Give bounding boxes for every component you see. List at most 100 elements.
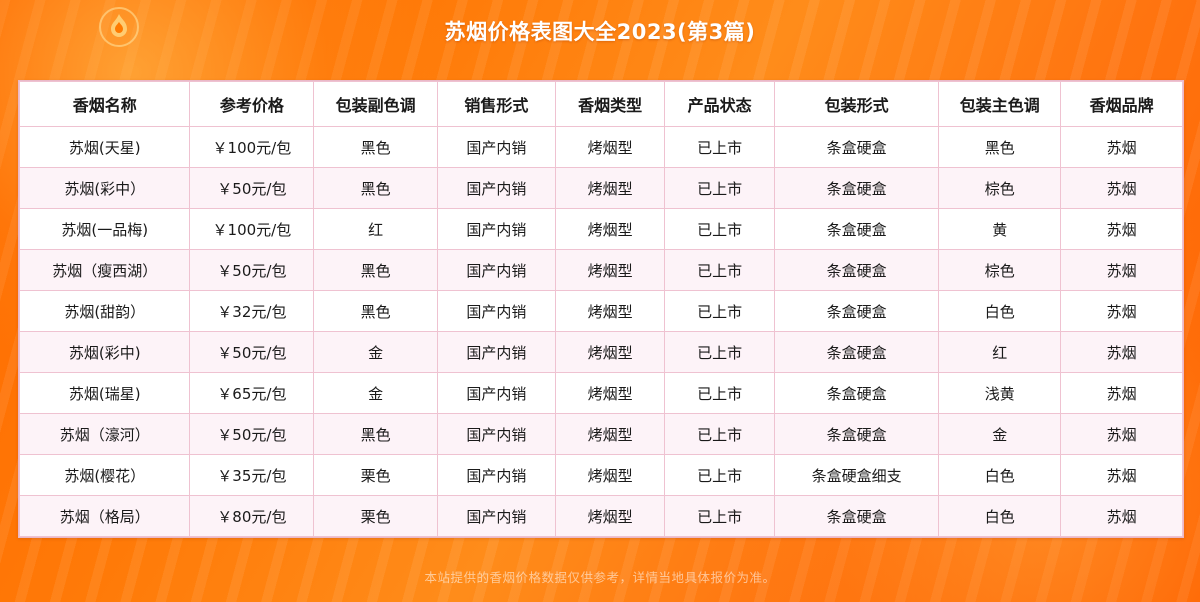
price-table-container: 香烟名称 参考价格 包装副色调 销售形式 香烟类型 产品状态 包装形式 包装主色… xyxy=(18,80,1184,538)
cell-brand: 苏烟 xyxy=(1060,413,1183,455)
cell-main-color: 棕色 xyxy=(938,167,1062,209)
cell-name: 苏烟(彩中) xyxy=(18,331,191,373)
cell-name: 苏烟(天星) xyxy=(18,126,191,168)
column-header-main-color: 包装主色调 xyxy=(938,81,1062,127)
cell-brand: 苏烟 xyxy=(1060,331,1183,373)
table-row: 苏烟(甜韵） ￥32元/包 黑色 国产内销 烤烟型 已上市 条盒硬盒 白色 苏烟 xyxy=(18,290,1183,332)
cell-type: 烤烟型 xyxy=(554,290,666,332)
cell-brand: 苏烟 xyxy=(1060,208,1183,250)
table-row: 苏烟(樱花） ￥35元/包 栗色 国产内销 烤烟型 已上市 条盒硬盒细支 白色 苏烟 xyxy=(18,454,1183,496)
cell-secondary-color: 黑色 xyxy=(313,413,439,455)
cell-type: 烤烟型 xyxy=(554,331,666,373)
cell-price: ￥50元/包 xyxy=(189,249,315,291)
cell-main-color: 白色 xyxy=(938,495,1062,537)
table-row: 苏烟(彩中) ￥50元/包金国产内销 烤烟型 已上市 条盒硬盒红苏烟 xyxy=(18,331,1183,373)
cell-package-form: 条盒硬盒 xyxy=(773,495,940,537)
cell-package-form: 条盒硬盒 xyxy=(773,413,940,455)
table-row: 苏烟(瑞星) ￥65元/包金国产内销 烤烟型 已上市 条盒硬盒 浅黄 苏烟 xyxy=(18,372,1183,414)
cell-sales-form: 国产内销 xyxy=(437,413,556,455)
cell-secondary-color: 栗色 xyxy=(313,495,439,537)
cell-sales-form: 国产内销 xyxy=(437,126,556,168)
cell-name: 苏烟(樱花） xyxy=(18,454,191,496)
cell-type: 烤烟型 xyxy=(554,208,666,250)
cell-secondary-color: 金 xyxy=(313,331,439,373)
cell-price: ￥50元/包 xyxy=(189,413,315,455)
cell-status: 已上市 xyxy=(664,372,775,414)
cell-brand: 苏烟 xyxy=(1060,126,1183,168)
cell-brand: 苏烟 xyxy=(1060,167,1183,209)
table-head: 香烟名称 参考价格 包装副色调 销售形式 香烟类型 产品状态 包装形式 包装主色… xyxy=(18,81,1183,127)
table-row: 苏烟(一品梅) ￥100元/包红国产内销 烤烟型 已上市 条盒硬盒黄苏烟 xyxy=(18,208,1183,250)
cell-main-color: 白色 xyxy=(938,454,1062,496)
cell-type: 烤烟型 xyxy=(554,454,666,496)
cell-package-form: 条盒硬盒 xyxy=(773,372,940,414)
cell-brand: 苏烟 xyxy=(1060,454,1183,496)
cell-name: 苏烟（格局） xyxy=(18,495,191,537)
cell-main-color: 黄 xyxy=(938,208,1062,250)
cell-secondary-color: 黑色 xyxy=(313,290,439,332)
cell-name: 苏烟（瘦西湖） xyxy=(18,249,191,291)
cell-package-form: 条盒硬盒 xyxy=(773,126,940,168)
column-header-brand: 香烟品牌 xyxy=(1060,81,1183,127)
table-header-row: 香烟名称 参考价格 包装副色调 销售形式 香烟类型 产品状态 包装形式 包装主色… xyxy=(18,81,1183,127)
cell-name: 苏烟(瑞星) xyxy=(18,372,191,414)
cell-status: 已上市 xyxy=(664,331,775,373)
cell-package-form: 条盒硬盒 xyxy=(773,331,940,373)
cell-price: ￥100元/包 xyxy=(189,126,315,168)
cell-price: ￥80元/包 xyxy=(189,495,315,537)
table-row: 苏烟(天星) ￥100元/包 黑色 国产内销 烤烟型 已上市 条盒硬盒 黑色 苏烟 xyxy=(18,126,1183,168)
footnote: 本站提供的香烟价格数据仅供参考，详情当地具体报价为准。 xyxy=(424,570,776,585)
table-row: 苏烟（格局） ￥80元/包 栗色 国产内销 烤烟型 已上市 条盒硬盒 白色 苏烟 xyxy=(18,495,1183,537)
page-header: 苏烟价格表图大全2023(第3篇) xyxy=(0,0,1200,62)
cell-brand: 苏烟 xyxy=(1060,290,1183,332)
page-title: 苏烟价格表图大全2023(第3篇) xyxy=(444,20,756,44)
cell-secondary-color: 栗色 xyxy=(313,454,439,496)
table-body: 苏烟(天星) ￥100元/包 黑色 国产内销 烤烟型 已上市 条盒硬盒 黑色 苏烟 苏烟(彩中） ￥… xyxy=(18,126,1183,537)
cell-main-color: 浅黄 xyxy=(938,372,1062,414)
cell-status: 已上市 xyxy=(664,413,775,455)
cell-sales-form: 国产内销 xyxy=(437,454,556,496)
cell-type: 烤烟型 xyxy=(554,126,666,168)
column-header-name: 香烟名称 xyxy=(18,81,191,127)
cell-secondary-color: 金 xyxy=(313,372,439,414)
cell-sales-form: 国产内销 xyxy=(437,208,556,250)
cell-price: ￥100元/包 xyxy=(189,208,315,250)
cell-price: ￥32元/包 xyxy=(189,290,315,332)
cell-name: 苏烟(彩中） xyxy=(18,167,191,209)
cell-brand: 苏烟 xyxy=(1060,372,1183,414)
cell-main-color: 白色 xyxy=(938,290,1062,332)
cell-package-form: 条盒硬盒 xyxy=(773,208,940,250)
cell-sales-form: 国产内销 xyxy=(437,495,556,537)
cell-brand: 苏烟 xyxy=(1060,249,1183,291)
table-row: 苏烟（瘦西湖） ￥50元/包 黑色 国产内销 烤烟型 已上市 条盒硬盒 棕色 苏烟 xyxy=(18,249,1183,291)
cell-status: 已上市 xyxy=(664,126,775,168)
cell-price: ￥65元/包 xyxy=(189,372,315,414)
cell-secondary-color: 红 xyxy=(313,208,439,250)
cell-package-form: 条盒硬盒 xyxy=(773,167,940,209)
cell-price: ￥50元/包 xyxy=(189,167,315,209)
cell-type: 烤烟型 xyxy=(554,495,666,537)
cell-package-form: 条盒硬盒 xyxy=(773,249,940,291)
cell-status: 已上市 xyxy=(664,290,775,332)
cell-main-color: 红 xyxy=(938,331,1062,373)
cell-sales-form: 国产内销 xyxy=(437,331,556,373)
cell-brand: 苏烟 xyxy=(1060,495,1183,537)
cell-main-color: 黑色 xyxy=(938,126,1062,168)
cell-status: 已上市 xyxy=(664,454,775,496)
table-row: 苏烟(彩中） ￥50元/包 黑色 国产内销 烤烟型 已上市 条盒硬盒 棕色 苏烟 xyxy=(18,167,1183,209)
cell-secondary-color: 黑色 xyxy=(313,249,439,291)
price-table: 香烟名称 参考价格 包装副色调 销售形式 香烟类型 产品状态 包装形式 包装主色… xyxy=(18,81,1183,537)
column-header-sales-form: 销售形式 xyxy=(437,81,556,127)
cell-type: 烤烟型 xyxy=(554,413,666,455)
cell-package-form: 条盒硬盒细支 xyxy=(773,454,940,496)
cell-sales-form: 国产内销 xyxy=(437,249,556,291)
column-header-status: 产品状态 xyxy=(664,81,775,127)
cell-secondary-color: 黑色 xyxy=(313,167,439,209)
cell-main-color: 金 xyxy=(938,413,1062,455)
cell-name: 苏烟(甜韵） xyxy=(18,290,191,332)
cell-status: 已上市 xyxy=(664,167,775,209)
cell-type: 烤烟型 xyxy=(554,249,666,291)
cell-name: 苏烟(一品梅) xyxy=(18,208,191,250)
table-row: 苏烟（濠河） ￥50元/包 黑色 国产内销 烤烟型 已上市 条盒硬盒金苏烟 xyxy=(18,413,1183,455)
